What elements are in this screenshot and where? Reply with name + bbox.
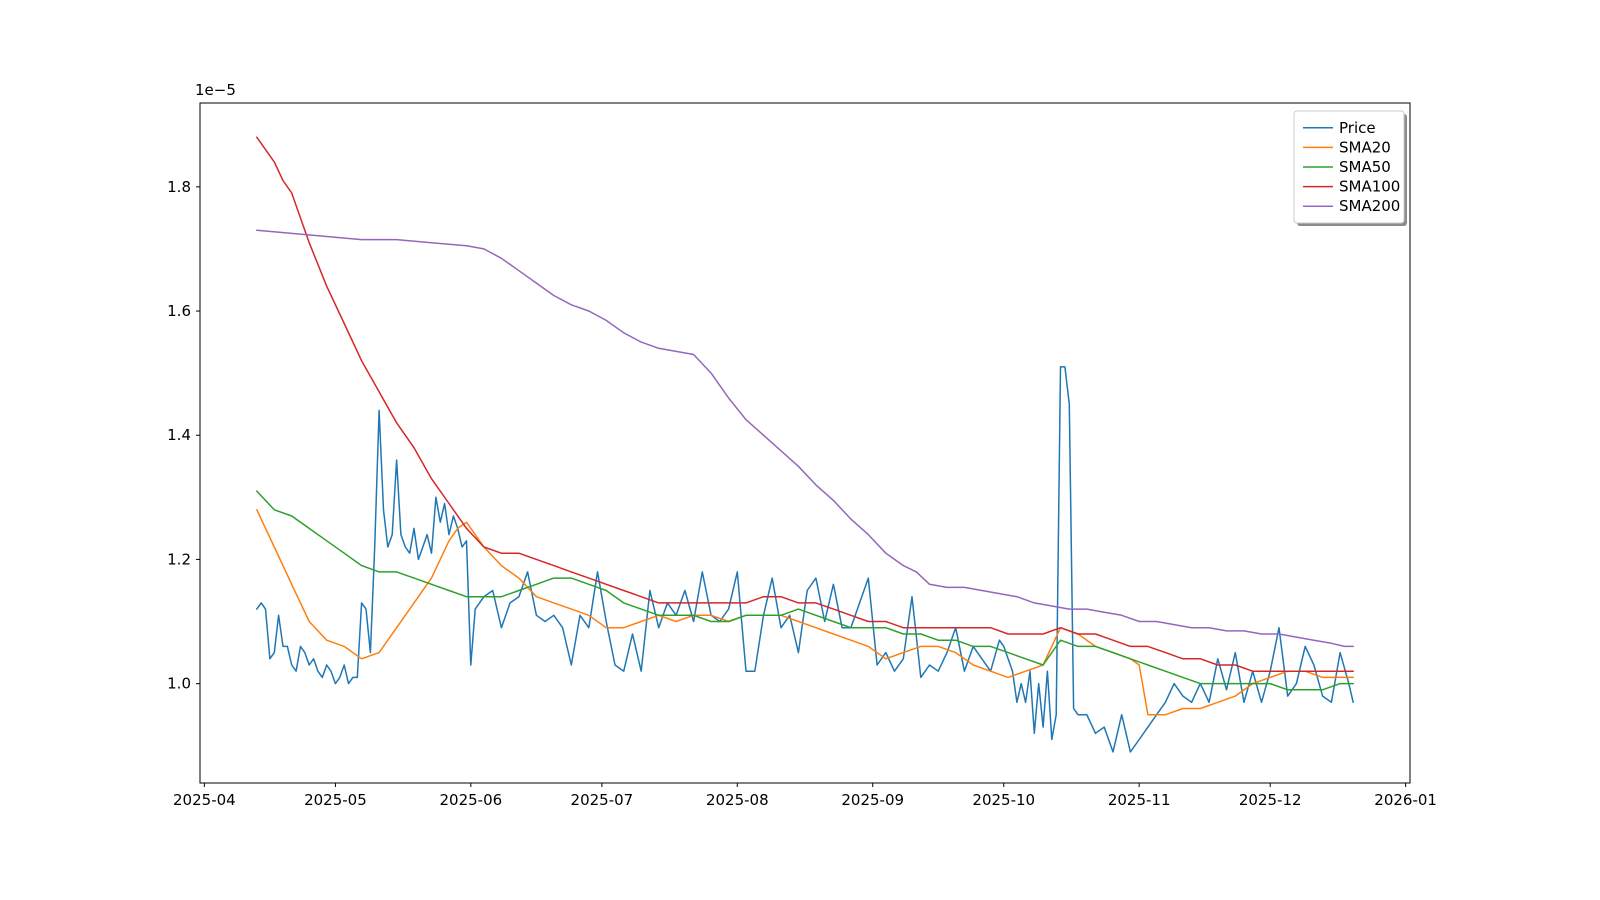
y-tick-label: 1.6 [167, 302, 191, 320]
series-group [256, 136, 1354, 753]
series-line-price [256, 366, 1354, 753]
plot-area [200, 103, 1410, 783]
series-line-sma200 [256, 229, 1354, 648]
legend-entry-price: Price [1303, 119, 1376, 137]
series-line-sma50 [256, 490, 1354, 691]
legend-label: SMA20 [1339, 138, 1391, 156]
axes-frame [199, 102, 1411, 784]
legend-entry-sma50: SMA50 [1303, 158, 1391, 176]
x-tick-label: 2026-01 [1374, 791, 1437, 809]
x-tick-label: 2025-07 [571, 791, 634, 809]
x-tick-label: 2025-11 [1108, 791, 1171, 809]
legend-entry-sma200: SMA200 [1303, 197, 1400, 215]
legend-label: SMA100 [1339, 178, 1400, 196]
legend-frame [1293, 110, 1405, 224]
y-axis-offset-label: 1e−5 [195, 81, 236, 99]
x-tick-label: 2025-10 [972, 791, 1035, 809]
legend-label: SMA50 [1339, 158, 1391, 176]
legend-entry-sma20: SMA20 [1303, 138, 1391, 156]
series-line-sma100 [256, 136, 1354, 672]
y-tick-label: 1.8 [167, 178, 191, 196]
y-tick-label: 1.2 [167, 550, 191, 568]
y-tick-label: 1.4 [167, 426, 191, 444]
x-tick-label: 2025-12 [1239, 791, 1302, 809]
x-tick-label: 2025-06 [439, 791, 502, 809]
x-tick-label: 2025-08 [706, 791, 769, 809]
legend-label: SMA200 [1339, 197, 1400, 215]
legend-entry-sma100: SMA100 [1303, 178, 1400, 196]
x-tick-label: 2025-09 [841, 791, 904, 809]
x-tick-label: 2025-05 [304, 791, 367, 809]
y-tick-label: 1.0 [167, 675, 191, 693]
legend-label: Price [1339, 119, 1376, 137]
x-tick-label: 2025-04 [173, 791, 236, 809]
series-line-sma20 [256, 509, 1354, 716]
